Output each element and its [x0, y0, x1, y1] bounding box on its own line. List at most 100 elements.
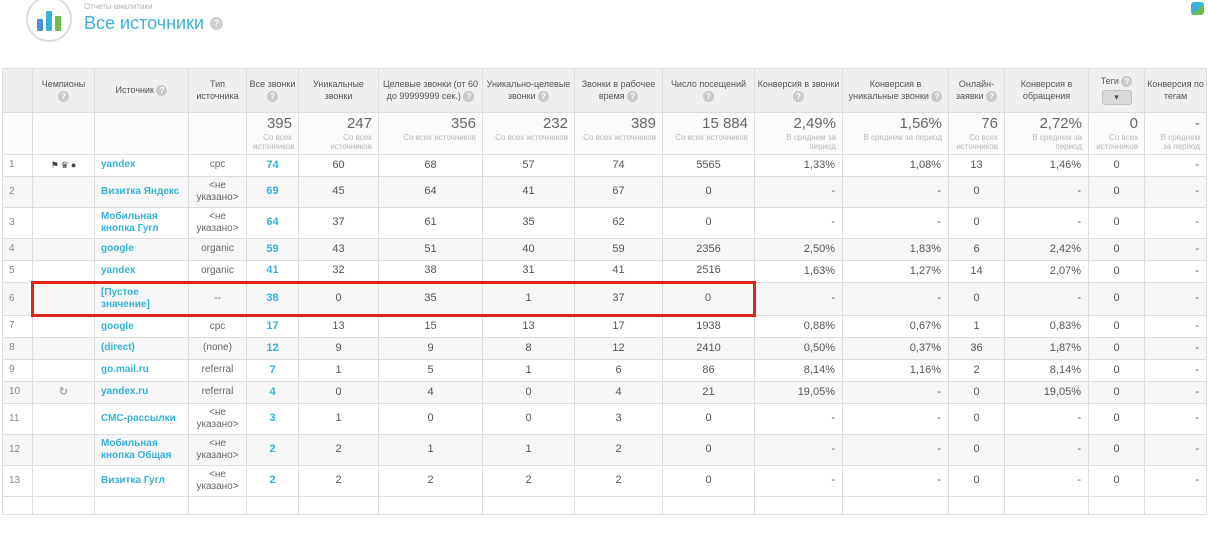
source-link[interactable]: [Пустое значение]	[94, 280, 189, 317]
summary-empty-cell	[2, 112, 33, 155]
table-row: 8 (direct) (none) 12 9 9 8 12 2410 0,50% 0,37% 36 1,…	[2, 336, 1207, 360]
source-link[interactable]: google	[94, 237, 189, 261]
all-calls-cell[interactable]: 59	[246, 237, 299, 261]
empty-cell	[842, 495, 949, 515]
conv-unique-calls-cell: -	[842, 433, 949, 466]
help-icon[interactable]	[793, 90, 804, 102]
col-tags-label: Теги	[1100, 75, 1119, 86]
help-icon[interactable]	[58, 90, 69, 102]
col-source-type[interactable]: Тип источника	[188, 68, 247, 113]
all-calls-cell[interactable]: 3	[246, 402, 299, 435]
all-calls-cell[interactable]: 12	[246, 336, 299, 360]
source-link[interactable]: google	[94, 314, 189, 338]
all-calls-cell[interactable]: 2	[246, 464, 299, 497]
help-icon[interactable]	[267, 90, 278, 102]
all-calls-cell[interactable]: 41	[246, 259, 299, 283]
row-number: 9	[2, 358, 33, 382]
col-conv-unique-calls[interactable]: Конверсия в уникальные звонки	[842, 68, 949, 113]
page-header: Отчеты аналитики Все источники	[0, 0, 1208, 68]
col-unique-target-calls[interactable]: Уникально-целевые звонки	[482, 68, 575, 113]
source-link[interactable]: Мобильная кнопка Гугл	[94, 206, 189, 239]
help-icon[interactable]	[986, 90, 998, 102]
col-visits[interactable]: Число посещений	[662, 68, 755, 113]
col-all-calls-label: Все звонки	[249, 79, 296, 90]
col-source[interactable]: Источник	[94, 68, 189, 113]
all-calls-cell[interactable]: 74	[246, 153, 299, 177]
col-all-calls[interactable]: Все звонки	[246, 68, 299, 113]
source-link[interactable]: yandex	[94, 259, 189, 283]
source-link[interactable]: yandex	[94, 153, 189, 177]
all-calls-cell[interactable]: 2	[246, 433, 299, 466]
tags-cell: 0	[1088, 464, 1145, 497]
visits-cell: 0	[662, 206, 755, 239]
help-icon[interactable]	[463, 90, 475, 102]
empty-cell	[662, 495, 755, 515]
help-icon[interactable]	[538, 90, 550, 102]
online-requests-cell: 0	[948, 281, 1005, 316]
champions-cell	[32, 175, 95, 208]
all-calls-cell[interactable]: 69	[246, 175, 299, 208]
refresh-icon: ↻	[58, 385, 69, 398]
empty-cell	[1144, 495, 1207, 515]
conv-inquiries-cell: -	[1004, 281, 1089, 316]
unique-calls-cell: 45	[298, 175, 379, 208]
table-row: 9 go.mail.ru referral 7 1 5 1 6 86 8,14% 1,16% 2 8,1…	[2, 358, 1207, 382]
source-link[interactable]: Мобильная кнопка Общая	[94, 433, 189, 466]
source-link[interactable]: СМС-рассылки	[94, 402, 189, 435]
col-conv-tags[interactable]: Конверсия по тегам	[1144, 68, 1207, 113]
all-calls-cell[interactable]: 17	[246, 314, 299, 338]
source-link[interactable]: Визитка Гугл	[94, 464, 189, 497]
visits-cell: 0	[662, 175, 755, 208]
empty-cell	[2, 495, 33, 515]
conv-calls-cell: 1,63%	[754, 259, 843, 283]
all-calls-cell[interactable]: 7	[246, 358, 299, 382]
work-time-calls-cell: 62	[574, 206, 663, 239]
all-calls-cell[interactable]: 4	[246, 380, 299, 404]
tags-cell: 0	[1088, 281, 1145, 316]
col-online-requests[interactable]: Онлайн-заявки	[948, 68, 1005, 113]
corner-widget-icon[interactable]	[1191, 2, 1204, 15]
source-type: organic	[188, 259, 247, 283]
col-unique-calls-label: Уникальные звонки	[313, 79, 364, 101]
table-row: 11 СМС-рассылки <не указано> 3 1 0 0 3 0- -0-0-	[2, 402, 1207, 435]
conv-tags-cell: -	[1144, 336, 1207, 360]
help-icon[interactable]	[1121, 76, 1133, 87]
help-icon[interactable]	[931, 90, 943, 102]
help-icon[interactable]	[627, 90, 639, 102]
unique-target-calls-cell: 8	[482, 336, 575, 360]
source-link[interactable]: yandex.ru	[94, 380, 189, 404]
col-target-calls[interactable]: Целевые звонки (от 60 до 99999999 сек.)	[378, 68, 483, 113]
conv-calls-cell: -	[754, 175, 843, 208]
source-link[interactable]: Визитка Яндекс	[94, 175, 189, 208]
col-conv-calls[interactable]: Конверсия в звонки	[754, 68, 843, 113]
unique-calls-cell: 2	[298, 433, 379, 466]
source-type: (none)	[188, 336, 247, 360]
conv-inquiries-cell: -	[1004, 402, 1089, 435]
conv-unique-calls-cell: 1,16%	[842, 358, 949, 382]
col-champions[interactable]: Чемпионы	[32, 68, 95, 113]
conv-unique-calls-cell: -	[842, 380, 949, 404]
visits-cell: 0	[662, 280, 756, 317]
visits-cell: 0	[662, 402, 755, 435]
help-icon[interactable]	[156, 85, 168, 96]
conv-tags-cell: -	[1144, 237, 1207, 261]
summary-online-requests: 76 Со всех источников	[948, 112, 1005, 155]
unique-target-calls-cell: 1	[482, 433, 575, 466]
title-help-icon[interactable]	[210, 17, 224, 30]
col-work-time-calls[interactable]: Звонки в рабочее время	[574, 68, 663, 113]
col-online-requests-label: Онлайн-заявки	[955, 79, 995, 101]
conv-tags-cell: -	[1144, 314, 1207, 338]
tags-filter-dropdown[interactable]	[1101, 90, 1132, 106]
conv-tags-cell: -	[1144, 380, 1207, 404]
source-link[interactable]: (direct)	[94, 336, 189, 360]
col-conv-inquiries[interactable]: Конверсия в обращения	[1004, 68, 1089, 113]
target-calls-cell: 68	[378, 153, 483, 177]
help-icon[interactable]	[703, 90, 714, 102]
all-calls-cell[interactable]: 38	[246, 280, 299, 317]
source-type: cpc	[188, 153, 247, 177]
source-link[interactable]: go.mail.ru	[94, 358, 189, 382]
col-tags[interactable]: Теги	[1088, 68, 1145, 113]
col-unique-calls[interactable]: Уникальные звонки	[298, 68, 379, 113]
online-requests-cell: 1	[948, 314, 1005, 338]
all-calls-cell[interactable]: 64	[246, 206, 299, 239]
